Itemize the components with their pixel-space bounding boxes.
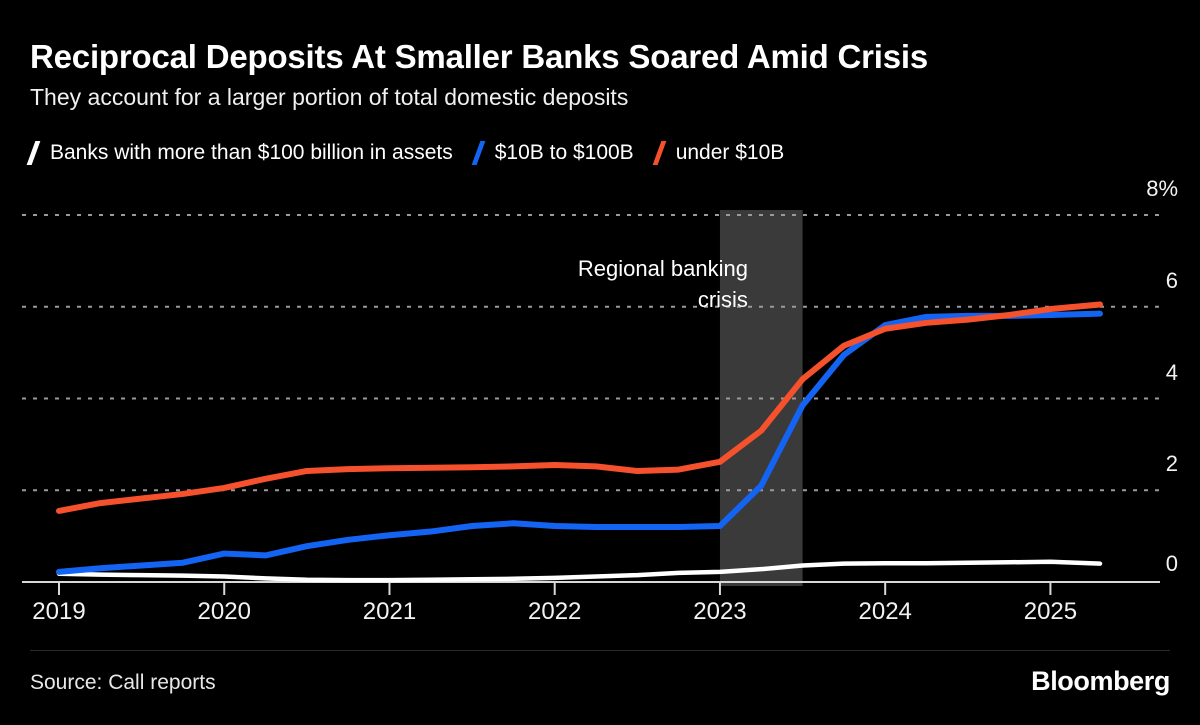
legend-item-label: Banks with more than $100 billion in ass… bbox=[50, 141, 453, 164]
legend-item[interactable]: Banks with more than $100 billion in ass… bbox=[26, 138, 453, 168]
x-axis-tick-label: 2019 bbox=[32, 598, 86, 625]
series-line bbox=[56, 301, 1103, 514]
page-title: Reciprocal Deposits At Smaller Banks Soa… bbox=[30, 38, 929, 75]
page-subtitle: They account for a larger portion of tot… bbox=[30, 84, 629, 110]
slash-swatch bbox=[471, 141, 486, 165]
source-note: Source: Call reports bbox=[30, 671, 216, 694]
slash-swatch bbox=[26, 141, 41, 165]
x-axis-tick-label: 2023 bbox=[693, 598, 747, 625]
series-line bbox=[56, 559, 1103, 583]
series-line bbox=[56, 310, 1103, 575]
bloomberg-logo: Bloomberg bbox=[1031, 666, 1170, 696]
chart-svg bbox=[22, 210, 1160, 595]
legend-item-label: $10B to $100B bbox=[494, 141, 634, 164]
x-axis-tick-label: 2024 bbox=[858, 598, 912, 625]
chart-legend: Banks with more than $100 billion in ass… bbox=[26, 138, 806, 168]
legend-item[interactable]: under $10B bbox=[652, 138, 785, 168]
footer-divider bbox=[30, 650, 1170, 651]
y-axis-tick-label: 6 bbox=[1165, 267, 1178, 293]
x-axis-tick-label: 2022 bbox=[528, 598, 582, 625]
y-axis-tick-label: 4 bbox=[1165, 359, 1178, 385]
legend-item-label: under $10B bbox=[675, 141, 785, 164]
slash-swatch bbox=[652, 141, 667, 165]
y-axis-tick-label: 2 bbox=[1165, 451, 1178, 477]
x-axis-tick-label: 2025 bbox=[1023, 598, 1078, 625]
y-axis-tick-label: 8% bbox=[1146, 176, 1178, 201]
chart-plot-area bbox=[0, 180, 1200, 600]
x-axis-tick-label: 2020 bbox=[197, 598, 251, 625]
legend-item[interactable]: $10B to $100B bbox=[471, 138, 634, 168]
crisis-annotation: Regional banking crisis bbox=[577, 255, 748, 312]
x-axis-tick-label: 2021 bbox=[362, 598, 417, 625]
y-axis-tick-label: 0 bbox=[1165, 551, 1178, 576]
